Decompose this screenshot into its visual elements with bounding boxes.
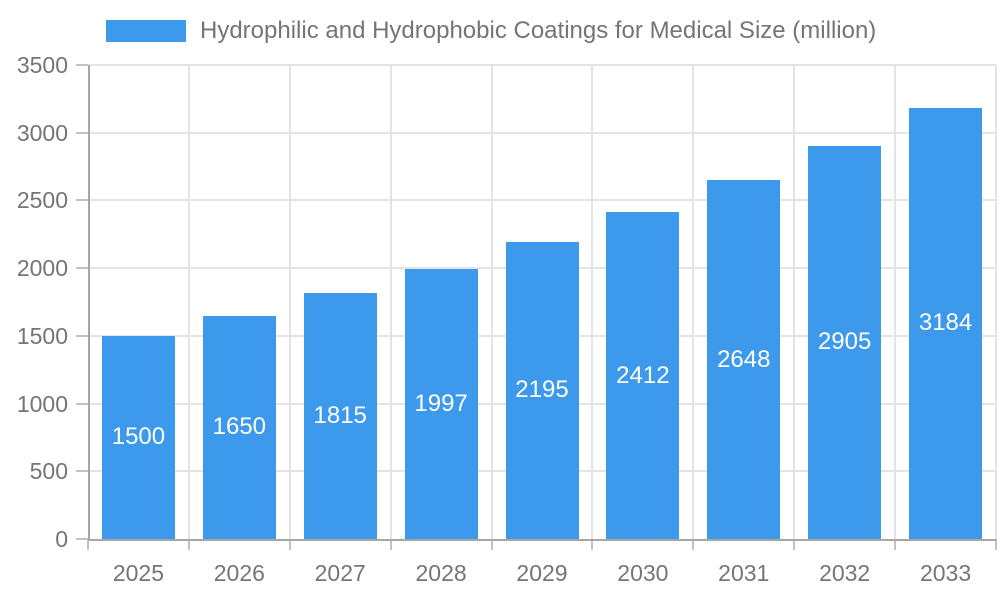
x-tick-mark <box>187 539 190 550</box>
bar-value-label: 1815 <box>313 402 367 430</box>
x-tick-label: 2029 <box>516 560 568 586</box>
legend-swatch-icon <box>106 20 186 42</box>
y-tick-label: 2000 <box>16 255 68 282</box>
x-tick-label: 2030 <box>617 560 669 586</box>
legend-item[interactable]: Hydrophilic and Hydrophobic Coatings for… <box>106 16 876 46</box>
bar-value-label: 1500 <box>111 423 166 451</box>
x-tick-mark <box>591 539 594 550</box>
y-gridline <box>88 131 996 134</box>
bar-2031[interactable] <box>707 180 781 539</box>
bar-value-label: 3184 <box>918 309 973 337</box>
bar-value-label: 1997 <box>414 389 468 417</box>
y-tick-label: 500 <box>29 458 68 485</box>
bar-value-label: 2195 <box>515 376 569 404</box>
x-axis-line <box>88 539 996 541</box>
bar-value-label: 1650 <box>212 413 267 441</box>
y-axis-line <box>88 65 90 539</box>
bar-value-label: 2905 <box>817 328 872 356</box>
bar-2026[interactable] <box>202 315 276 539</box>
y-tick-label: 3000 <box>16 119 68 146</box>
x-gridline <box>692 65 695 539</box>
bar-value-label: 2648 <box>717 345 771 373</box>
x-tick-mark <box>692 539 695 550</box>
x-tick-mark <box>490 539 493 550</box>
bar-2033[interactable] <box>909 107 983 539</box>
y-tick-mark <box>76 199 88 202</box>
bar-2025[interactable] <box>101 335 175 539</box>
bar-value-label: 2412 <box>616 361 670 389</box>
x-tick-mark <box>87 539 89 550</box>
x-gridline <box>995 65 997 539</box>
y-tick-mark <box>76 334 88 337</box>
y-tick-mark <box>76 267 88 270</box>
x-tick-mark <box>995 539 997 550</box>
y-tick-mark <box>76 538 88 540</box>
x-tick-mark <box>793 539 796 550</box>
bar-2029[interactable] <box>505 241 579 539</box>
x-tick-label: 2032 <box>819 560 871 586</box>
x-gridline <box>288 65 291 539</box>
bar-2030[interactable] <box>606 212 680 539</box>
x-tick-label: 2033 <box>919 560 972 586</box>
x-tick-mark <box>894 539 897 550</box>
x-gridline <box>894 65 897 539</box>
x-tick-mark <box>288 539 291 550</box>
bar-2028[interactable] <box>404 268 478 539</box>
y-tick-mark <box>76 131 88 134</box>
x-tick-label: 2025 <box>112 560 165 586</box>
y-tick-label: 1000 <box>16 390 68 417</box>
y-tick-mark <box>76 470 88 473</box>
y-tick-mark <box>76 402 88 405</box>
x-gridline <box>490 65 493 539</box>
y-tick-label: 1500 <box>16 322 68 349</box>
bar-2032[interactable] <box>808 145 882 539</box>
legend-label: Hydrophilic and Hydrophobic Coatings for… <box>200 17 877 44</box>
x-tick-mark <box>389 539 392 550</box>
bar-2027[interactable] <box>303 293 377 539</box>
y-tick-mark <box>76 64 88 66</box>
x-tick-label: 2026 <box>213 560 265 586</box>
x-tick-label: 2028 <box>415 560 467 586</box>
y-gridline <box>88 64 996 66</box>
plot-area: 1500 1650 1815 1997 2195 2412 2648 2905 3184 <box>76 64 997 550</box>
y-tick-label: 0 <box>55 526 68 552</box>
x-gridline <box>591 65 594 539</box>
x-tick-label: 2027 <box>314 560 366 586</box>
x-tick-label: 2031 <box>718 560 770 586</box>
y-tick-label: 2500 <box>16 187 68 214</box>
x-gridline <box>389 65 392 539</box>
x-gridline <box>793 65 796 539</box>
x-gridline <box>187 65 190 539</box>
y-tick-label: 3500 <box>16 52 68 78</box>
y-gridline <box>88 199 996 202</box>
